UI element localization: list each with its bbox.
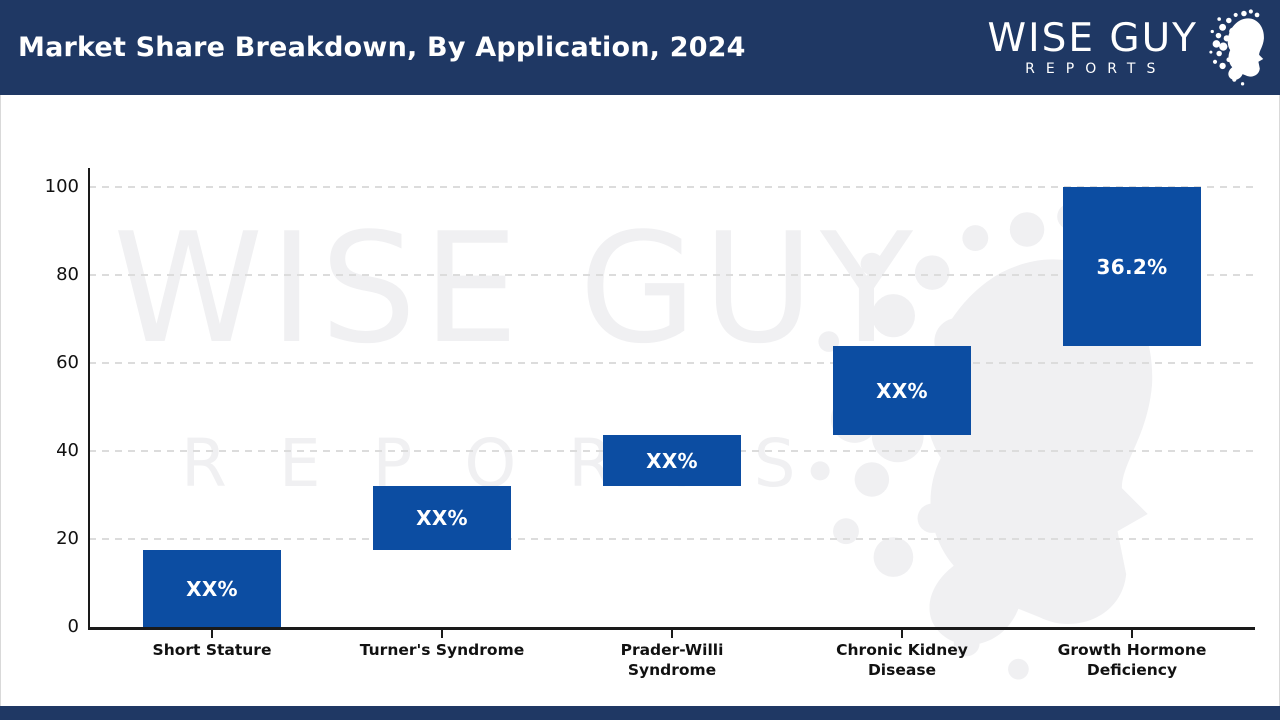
y-tick-label-80: 80 [56,264,79,285]
logo-wordmark: WISE GUY [987,16,1198,61]
bar-value-label: XX% [876,378,928,403]
x-axis-line [88,627,1255,630]
logo-subtitle: REPORTS [1025,61,1167,77]
gridline-20 [89,538,1255,540]
bar-turner-s-syndrome: XX% [373,486,511,550]
bar-chronic-kidney-disease: XX% [833,346,971,436]
footer-bar [0,706,1280,720]
bar-value-label: XX% [416,506,468,531]
watermark-wordmark: WISE GUY [113,200,919,377]
x-axis-label-growth-hormone-deficiency: Growth Hormone Deficiency [1057,641,1207,679]
y-tick-label-20: 20 [56,528,79,549]
x-tick-short-stature [211,630,213,638]
bar-value-label: XX% [186,576,238,601]
x-tick-chronic-kidney-disease [901,630,903,638]
wise-guy-logo: WISE GUY REPORTS [988,8,1266,88]
chart-canvas: WISE GUY REPORTS 0 20 40 60 80 100 XX% Short St… [0,95,1280,706]
y-tick-label-60: 60 [56,352,79,373]
bar-value-label: 36.2% [1096,254,1168,279]
x-axis-label-turner-s-syndrome: Turner's Syndrome [359,641,525,659]
y-tick-label-40: 40 [56,440,79,461]
bar-short-stature: XX% [143,550,281,627]
bar-growth-hormone-deficiency: 36.2% [1063,187,1201,347]
y-tick-label-100: 100 [44,176,79,197]
bar-prader-willi-syndrome: XX% [603,435,741,487]
x-tick-turner-s-syndrome [441,630,443,638]
logo-text: WISE GUY REPORTS [988,19,1198,76]
bar-value-label: XX% [646,448,698,473]
x-axis-label-short-stature: Short Stature [152,641,272,659]
page-title: Market Share Breakdown, By Application, … [18,32,746,63]
x-tick-growth-hormone-deficiency [1131,630,1133,638]
y-tick-label-0: 0 [67,616,79,637]
header-bar: Market Share Breakdown, By Application, … [0,0,1280,95]
y-axis-line [88,168,90,629]
gridline-60 [89,362,1255,364]
gridline-100 [89,186,1255,188]
x-tick-prader-willi-syndrome [671,630,673,638]
x-axis-label-prader-willi-syndrome: Prader-Willi Syndrome [620,641,724,679]
gridline-80 [89,274,1255,276]
x-axis-label-chronic-kidney-disease: Chronic Kidney Disease [836,641,968,679]
wise-guy-head-icon [1209,8,1264,85]
